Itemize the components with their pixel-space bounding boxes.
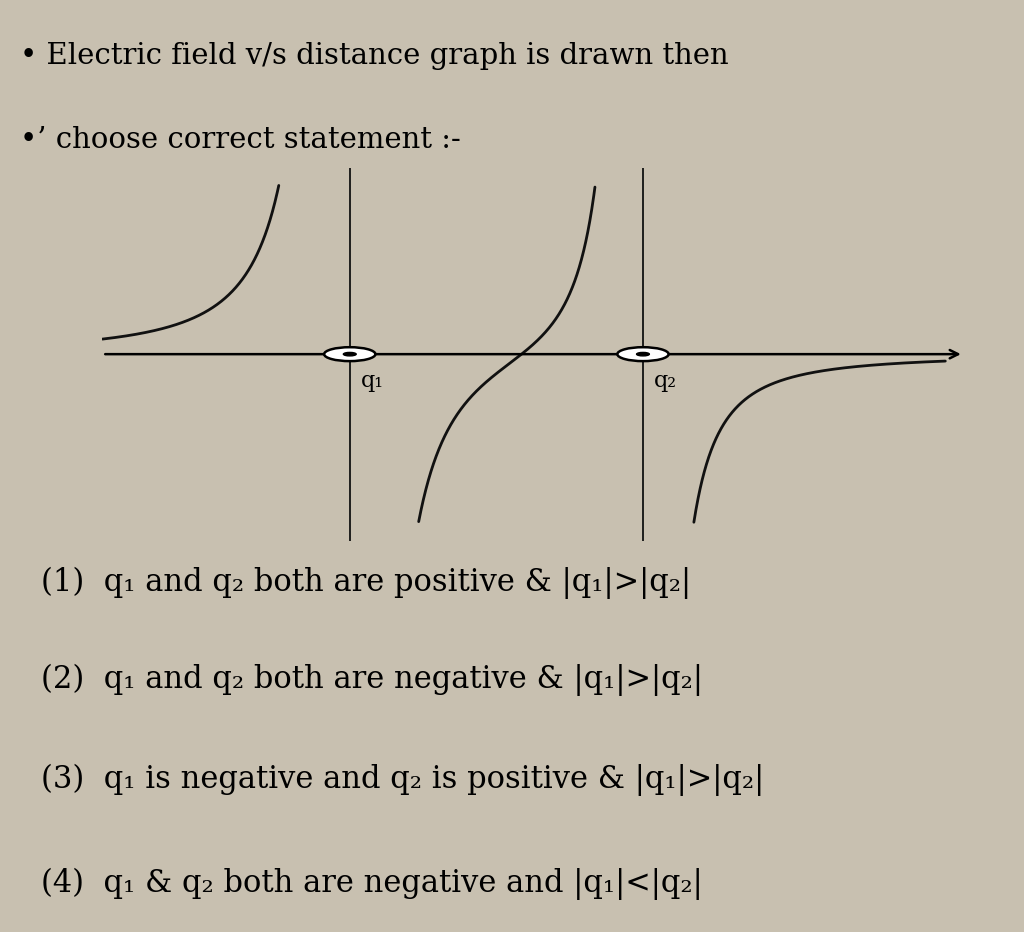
Text: q₁: q₁ xyxy=(360,370,384,392)
Text: (4)  q₁ & q₂ both are negative and |q₁|<|q₂|: (4) q₁ & q₂ both are negative and |q₁|<|… xyxy=(41,868,702,900)
Text: q₂: q₂ xyxy=(654,370,677,392)
Circle shape xyxy=(637,352,649,356)
Circle shape xyxy=(325,348,376,361)
Text: •’ choose correct statement :-: •’ choose correct statement :- xyxy=(20,126,461,154)
Circle shape xyxy=(617,348,669,361)
Text: (2)  q₁ and q₂ both are negative & |q₁|>|q₂|: (2) q₁ and q₂ both are negative & |q₁|>|… xyxy=(41,664,702,695)
Text: (3)  q₁ is negative and q₂ is positive & |q₁|>|q₂|: (3) q₁ is negative and q₂ is positive & … xyxy=(41,763,764,796)
Text: (1)  q₁ and q₂ both are positive & |q₁|>|q₂|: (1) q₁ and q₂ both are positive & |q₁|>|… xyxy=(41,568,691,599)
Text: • Electric field v/s distance graph is drawn then: • Electric field v/s distance graph is d… xyxy=(20,42,729,70)
Circle shape xyxy=(343,352,356,356)
